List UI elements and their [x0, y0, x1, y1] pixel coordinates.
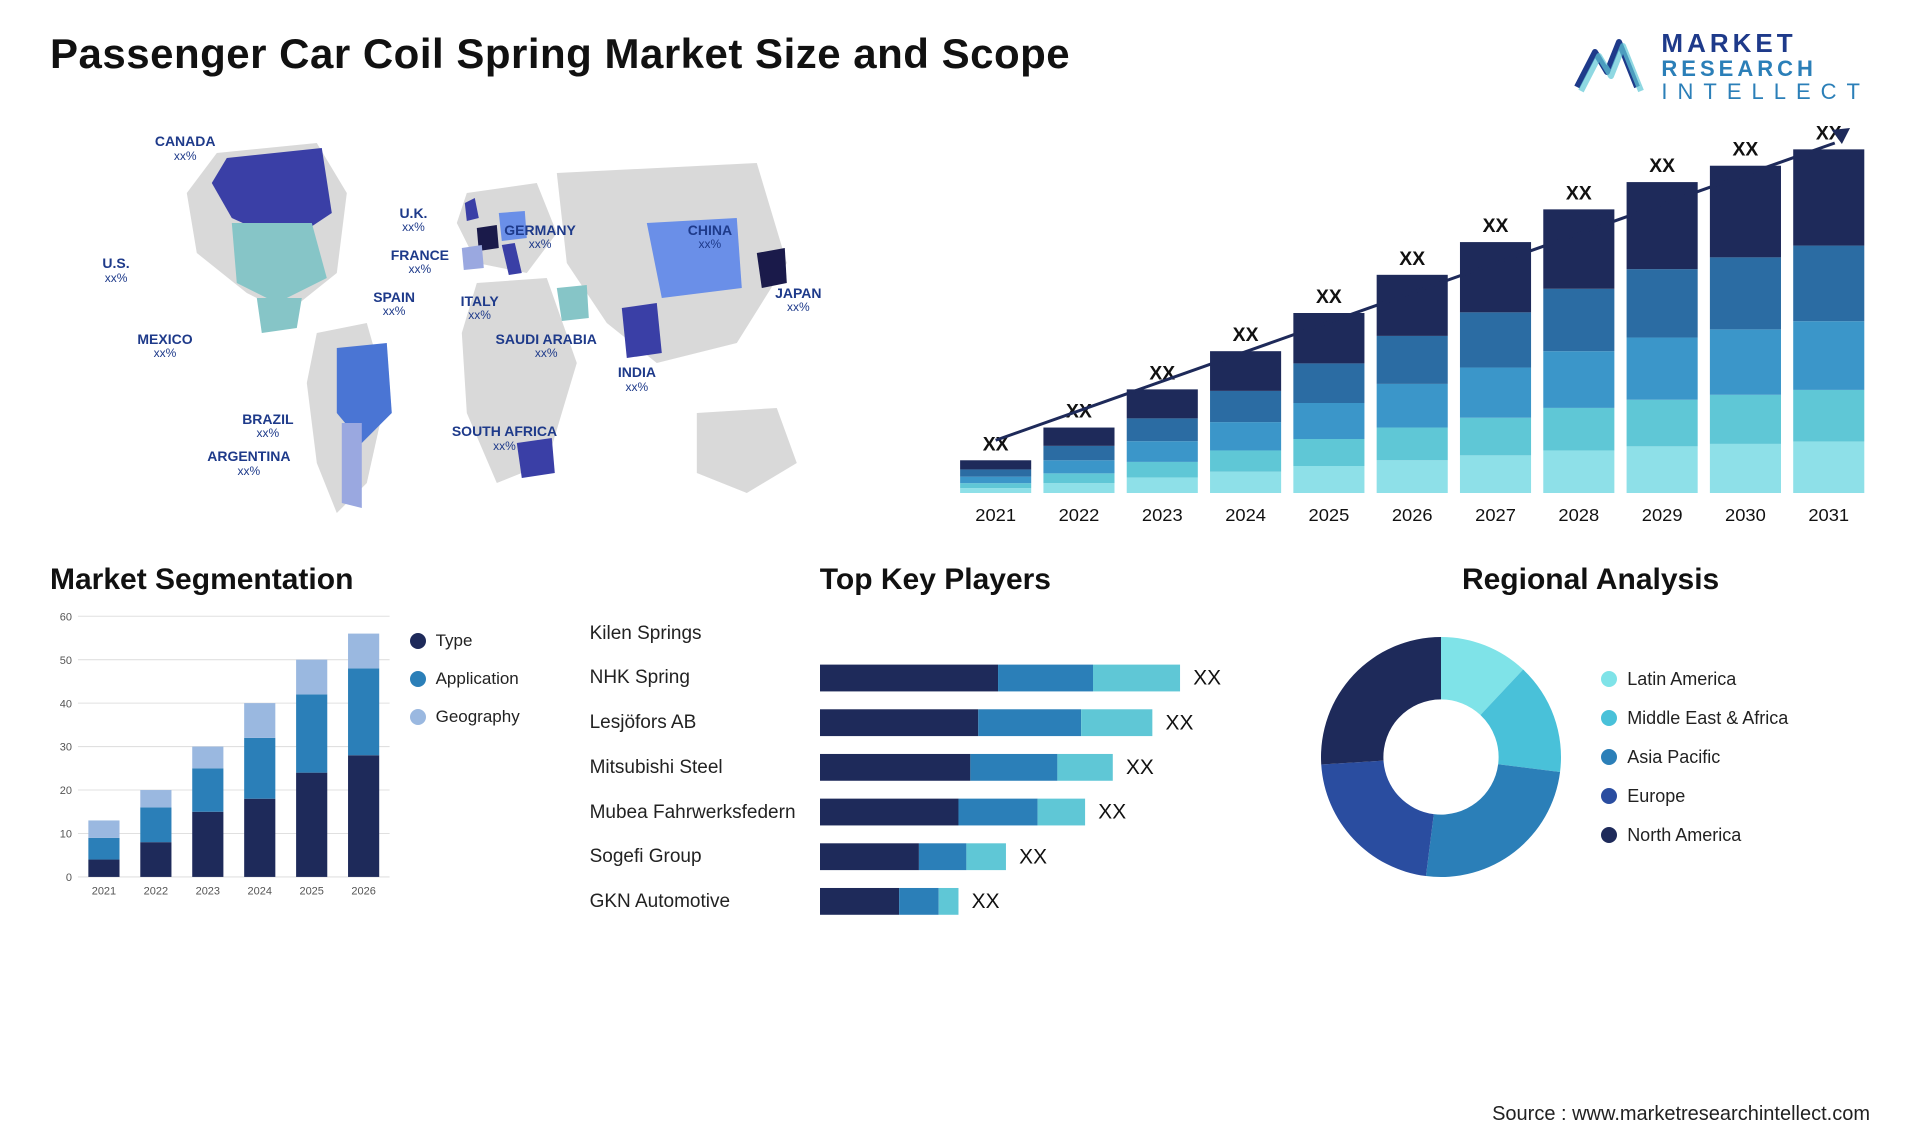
key-player-label: Kilen Springs: [590, 611, 800, 656]
map-label-brazil: BRAZILxx%: [242, 412, 293, 441]
svg-text:XX: XX: [1165, 712, 1193, 735]
svg-text:2024: 2024: [1225, 506, 1266, 526]
svg-text:XX: XX: [1399, 249, 1425, 270]
svg-text:XX: XX: [1566, 184, 1592, 205]
key-player-label: Mubea Fahrwerksfedern: [590, 790, 800, 835]
svg-text:2028: 2028: [1558, 506, 1599, 526]
segmentation-legend-item: Application: [410, 669, 560, 689]
key-players-title: Top Key Players: [590, 563, 1282, 597]
segmentation-title: Market Segmentation: [50, 563, 560, 597]
key-player-label: Lesjöfors AB: [590, 701, 800, 746]
forecast-chart: XX 2021 XX 2022 XX 2023 XX 2024 XX 2025 XX 2026 XX 20…: [954, 113, 1870, 533]
map-label-argentina: ARGENTINAxx%: [207, 449, 290, 478]
world-map: [50, 113, 924, 533]
regional-legend: Latin America Middle East & Africa Asia Pa…: [1601, 669, 1870, 846]
svg-text:0: 0: [66, 872, 72, 884]
svg-text:2030: 2030: [1725, 506, 1766, 526]
regional-legend-item: Latin America: [1601, 669, 1870, 690]
logo-text-3: INTELLECT: [1661, 80, 1870, 103]
segmentation-panel: Market Segmentation 0 10 20 30 40 50 60 2021 202…: [50, 563, 560, 903]
regional-legend-item: Europe: [1601, 786, 1870, 807]
regional-panel: Regional Analysis Latin America Middle Ea…: [1311, 563, 1870, 903]
svg-text:XX: XX: [1649, 157, 1675, 178]
regional-title: Regional Analysis: [1311, 563, 1870, 597]
regional-legend-item: North America: [1601, 825, 1870, 846]
svg-text:XX: XX: [1232, 326, 1258, 347]
key-player-label: Sogefi Group: [590, 835, 800, 880]
svg-text:2026: 2026: [351, 886, 375, 898]
segmentation-legend: Type Application Geography: [410, 611, 560, 903]
svg-text:60: 60: [60, 612, 72, 624]
map-label-saudi: SAUDI ARABIAxx%: [496, 332, 597, 361]
segmentation-legend-item: Type: [410, 631, 560, 651]
world-map-panel: CANADAxx% U.S.xx% MEXICOxx% BRAZILxx% ARGENT…: [50, 113, 924, 533]
svg-text:XX: XX: [1316, 288, 1342, 309]
source-caption: Source : www.marketresearchintellect.com: [1492, 1103, 1870, 1126]
map-label-china: CHINAxx%: [688, 223, 732, 252]
svg-text:2021: 2021: [975, 506, 1016, 526]
map-label-france: FRANCExx%: [391, 248, 449, 277]
svg-text:2023: 2023: [196, 886, 220, 898]
svg-text:2024: 2024: [248, 886, 272, 898]
forecast-chart-panel: XX 2021 XX 2022 XX 2023 XX 2024 XX 2025 XX 2026 XX 20…: [954, 113, 1870, 533]
key-players-chart: XXXXXXXXXXXX: [820, 611, 1282, 924]
svg-text:2023: 2023: [1141, 506, 1182, 526]
svg-text:2022: 2022: [1058, 506, 1099, 526]
svg-text:XX: XX: [1098, 801, 1126, 824]
svg-text:XX: XX: [971, 890, 999, 913]
key-players-labels: Kilen SpringsNHK SpringLesjöfors ABMitsu…: [590, 611, 800, 924]
regional-legend-item: Middle East & Africa: [1601, 708, 1870, 729]
svg-text:30: 30: [60, 742, 72, 754]
svg-text:XX: XX: [1193, 667, 1221, 690]
map-label-spain: SPAINxx%: [373, 290, 415, 319]
map-label-uk: U.K.xx%: [399, 206, 427, 235]
svg-text:XX: XX: [1019, 846, 1047, 869]
logo-text-1: MARKET: [1661, 30, 1870, 57]
regional-donut-chart: [1311, 627, 1571, 887]
map-label-japan: JAPANxx%: [775, 286, 821, 315]
svg-text:XX: XX: [1482, 217, 1508, 238]
svg-text:40: 40: [60, 699, 72, 711]
svg-text:2029: 2029: [1641, 506, 1682, 526]
key-players-panel: Top Key Players Kilen SpringsNHK SpringL…: [590, 563, 1282, 903]
svg-text:2025: 2025: [299, 886, 323, 898]
svg-text:XX: XX: [1732, 140, 1758, 161]
map-label-canada: CANADAxx%: [155, 134, 216, 163]
page-title: Passenger Car Coil Spring Market Size an…: [50, 30, 1070, 78]
svg-text:2031: 2031: [1808, 506, 1849, 526]
logo-icon: [1567, 32, 1647, 102]
svg-text:2022: 2022: [144, 886, 168, 898]
map-label-germany: GERMANYxx%: [504, 223, 576, 252]
regional-legend-item: Asia Pacific: [1601, 747, 1870, 768]
segmentation-chart: 0 10 20 30 40 50 60 2021 2022 2023 2024 2025 2026: [50, 611, 390, 903]
key-player-label: NHK Spring: [590, 656, 800, 701]
svg-text:XX: XX: [1126, 756, 1154, 779]
logo-text-2: RESEARCH: [1661, 57, 1870, 80]
map-label-mexico: MEXICOxx%: [137, 332, 192, 361]
map-label-italy: ITALYxx%: [461, 294, 499, 323]
svg-text:10: 10: [60, 829, 72, 841]
svg-text:50: 50: [60, 655, 72, 667]
svg-text:2021: 2021: [92, 886, 116, 898]
svg-text:2026: 2026: [1391, 506, 1432, 526]
segmentation-legend-item: Geography: [410, 707, 560, 727]
key-player-label: GKN Automotive: [590, 880, 800, 925]
brand-logo: MARKET RESEARCH INTELLECT: [1567, 30, 1870, 103]
map-label-us: U.S.xx%: [102, 256, 129, 285]
map-label-southafrica: SOUTH AFRICAxx%: [452, 424, 557, 453]
svg-text:2025: 2025: [1308, 506, 1349, 526]
key-player-label: Mitsubishi Steel: [590, 746, 800, 791]
svg-text:2027: 2027: [1475, 506, 1516, 526]
map-label-india: INDIAxx%: [618, 365, 656, 394]
svg-text:20: 20: [60, 785, 72, 797]
